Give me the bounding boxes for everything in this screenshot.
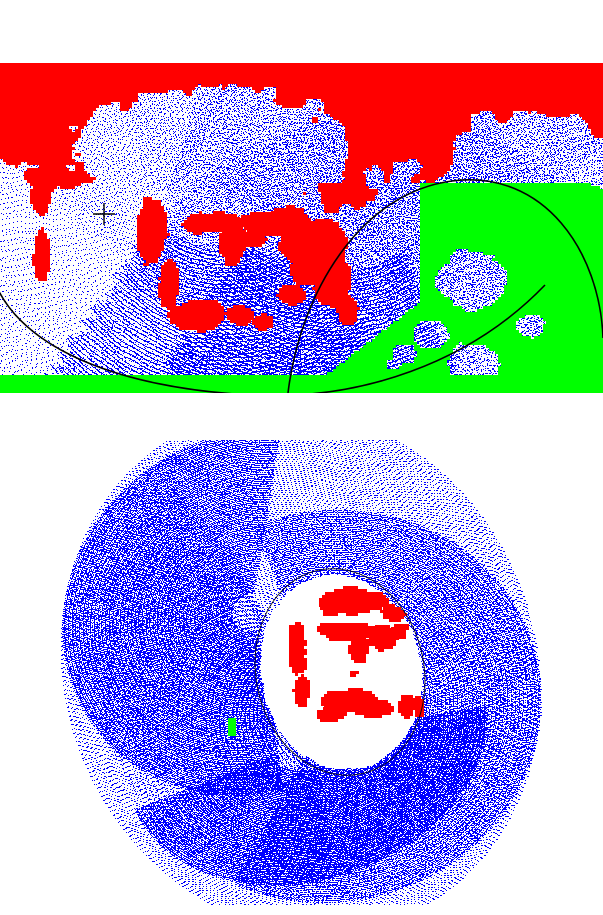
epicenter-marker [93, 203, 115, 225]
map-projection-panel [0, 63, 603, 393]
globe-view-canvas [61, 440, 542, 905]
globe-view-panel [0, 440, 603, 905]
map-projection-canvas [0, 63, 603, 393]
